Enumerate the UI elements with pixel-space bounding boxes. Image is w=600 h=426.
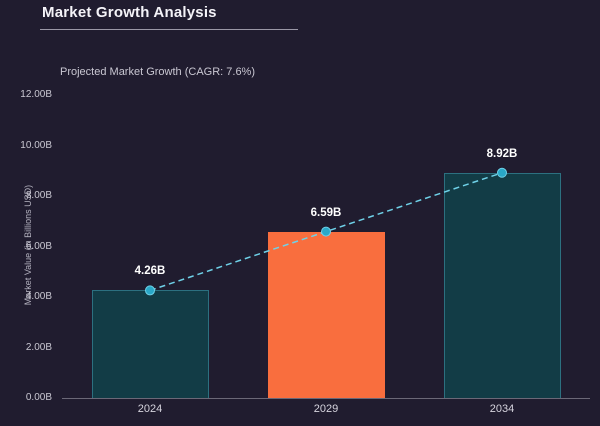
y-tick-label: 10.00B (20, 139, 52, 151)
x-tick-label: 2024 (137, 403, 163, 415)
x-axis-tick-labels: 2024 2029 2034 (62, 403, 590, 419)
trend-marker (145, 285, 155, 296)
trend-marker (321, 226, 331, 237)
x-tick-label: 2034 (489, 403, 515, 415)
page-title: Market Growth Analysis (42, 4, 217, 21)
y-tick-label: 2.00B (25, 341, 52, 353)
bar (267, 231, 385, 398)
bar-value-label: 8.92B (486, 147, 518, 160)
y-axis-tick-labels: 0.00B 2.00B 4.00B 6.00B 8.00B 10.00B 12.00B (0, 89, 56, 403)
bar-value-label: 4.26B (134, 265, 166, 278)
trend-marker (497, 167, 507, 178)
y-tick-label: 4.00B (25, 291, 52, 302)
x-tick-label: 2029 (313, 403, 339, 415)
bar-value-label: 6.59B (310, 206, 342, 219)
y-tick-label: 6.00B (25, 240, 52, 252)
title-underline (40, 29, 298, 30)
chart-subtitle: Projected Market Growth (CAGR: 7.6%) (60, 66, 256, 78)
y-tick-label: 12.00B (20, 89, 52, 100)
plot-area: 4.26B 6.59B 8.92B (62, 95, 590, 399)
y-tick-label: 8.00B (25, 190, 52, 201)
bar (91, 290, 209, 398)
y-tick-label: 0.00B (25, 392, 52, 403)
trend-line-overlay (145, 167, 507, 296)
